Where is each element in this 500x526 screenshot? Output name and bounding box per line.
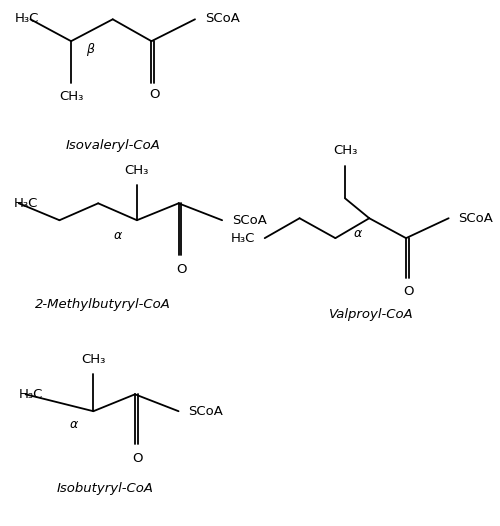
Text: Valproyl-CoA: Valproyl-CoA — [329, 308, 413, 321]
Text: CH₃: CH₃ — [59, 90, 84, 104]
Text: CH₃: CH₃ — [124, 164, 149, 177]
Text: O: O — [404, 285, 414, 298]
Text: α: α — [114, 229, 122, 241]
Text: H₃C: H₃C — [15, 12, 40, 25]
Text: SCoA: SCoA — [232, 214, 266, 227]
Text: α: α — [354, 227, 362, 240]
Text: Isobutyryl-CoA: Isobutyryl-CoA — [56, 482, 154, 495]
Text: O: O — [176, 264, 186, 277]
Text: SCoA: SCoA — [204, 12, 240, 25]
Text: SCoA: SCoA — [458, 212, 493, 225]
Text: O: O — [132, 452, 143, 466]
Text: β: β — [86, 43, 94, 56]
Text: SCoA: SCoA — [188, 404, 223, 418]
Text: CH₃: CH₃ — [81, 353, 106, 366]
Text: H₃C: H₃C — [19, 388, 43, 401]
Text: O: O — [149, 88, 160, 102]
Text: H₃C: H₃C — [14, 197, 38, 210]
Text: CH₃: CH₃ — [333, 144, 357, 157]
Text: Isovaleryl-CoA: Isovaleryl-CoA — [66, 139, 160, 152]
Text: H₃C: H₃C — [230, 231, 255, 245]
Text: α: α — [70, 418, 78, 431]
Text: 2-Methylbutyryl-CoA: 2-Methylbutyryl-CoA — [35, 298, 171, 311]
